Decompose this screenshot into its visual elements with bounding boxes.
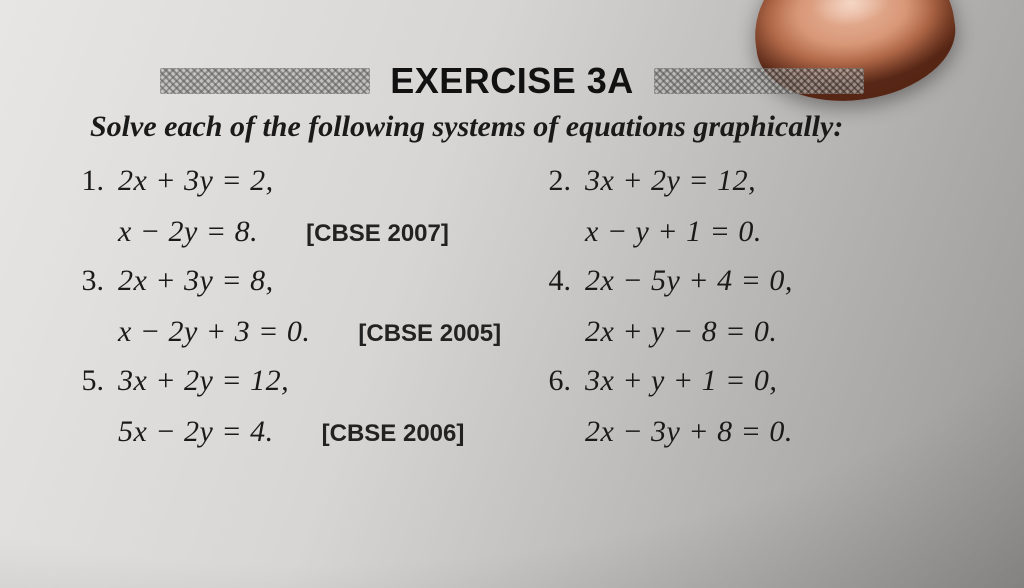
equation: x − y + 1 = 0. xyxy=(585,209,762,254)
decorative-hatch-left xyxy=(160,68,370,94)
problem-number: 3. xyxy=(60,258,104,303)
problems-grid: 1. 2x + 3y = 2, x − 2y = 8. [CBSE 2007] … xyxy=(40,158,984,454)
equation: 3x + 2y = 12, xyxy=(118,358,289,403)
equation: x − 2y + 3 = 0. xyxy=(118,309,310,354)
exercise-title: EXERCISE 3A xyxy=(390,60,634,102)
problem-6: 6. 3x + y + 1 = 0, 2x − 3y + 8 = 0. xyxy=(527,358,984,454)
equation: 2x − 3y + 8 = 0. xyxy=(585,409,793,454)
instruction-text: Solve each of the following systems of e… xyxy=(90,110,984,144)
problem-1: 1. 2x + 3y = 2, x − 2y = 8. [CBSE 2007] xyxy=(60,158,517,254)
textbook-page: EXERCISE 3A Solve each of the following … xyxy=(0,0,1024,588)
equation: 5x − 2y = 4. xyxy=(118,409,274,454)
problem-4: 4. 2x − 5y + 4 = 0, 2x + y − 8 = 0. xyxy=(527,258,984,354)
source-tag: [CBSE 2007] xyxy=(306,216,449,252)
source-tag: [CBSE 2005] xyxy=(358,316,501,352)
source-tag: [CBSE 2006] xyxy=(322,416,465,452)
equation: x − 2y = 8. xyxy=(118,209,258,254)
problem-3: 3. 2x + 3y = 8, x − 2y + 3 = 0. [CBSE 20… xyxy=(60,258,517,354)
equation: 2x + y − 8 = 0. xyxy=(585,309,777,354)
problem-number: 4. xyxy=(527,258,571,303)
equation: 3x + y + 1 = 0, xyxy=(585,358,777,403)
problem-number: 6. xyxy=(527,358,571,403)
equation: 2x + 3y = 8, xyxy=(118,258,274,303)
equation: 3x + 2y = 12, xyxy=(585,158,756,203)
equation: 2x − 5y + 4 = 0, xyxy=(585,258,793,303)
problem-5: 5. 3x + 2y = 12, 5x − 2y = 4. [CBSE 2006… xyxy=(60,358,517,454)
problem-number: 5. xyxy=(60,358,104,403)
problem-2: 2. 3x + 2y = 12, x − y + 1 = 0. xyxy=(527,158,984,254)
decorative-hatch-right xyxy=(654,68,864,94)
problem-number: 2. xyxy=(527,158,571,203)
equation: 2x + 3y = 2, xyxy=(118,158,274,203)
problem-number: 1. xyxy=(60,158,104,203)
